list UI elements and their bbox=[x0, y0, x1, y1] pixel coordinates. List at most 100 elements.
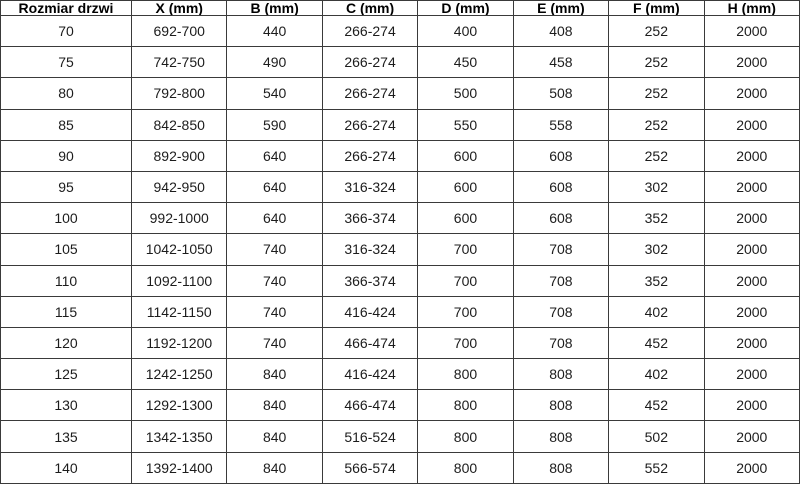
table-row: 125 1242-1250 840 416-424 800 808 402 2000 bbox=[0, 358, 800, 391]
table-cell: 125 bbox=[0, 358, 132, 391]
table-cell: 1392-1400 bbox=[130, 451, 228, 484]
table-cell: 992-1000 bbox=[130, 202, 228, 235]
table-cell: 316-324 bbox=[321, 233, 419, 266]
table-cell: 266-274 bbox=[321, 139, 419, 172]
table-cell: 1192-1200 bbox=[130, 326, 228, 360]
table-cell: 700 bbox=[417, 295, 514, 328]
table-cell: 742-750 bbox=[130, 46, 228, 79]
table-cell: 366-374 bbox=[321, 202, 419, 235]
table-cell: 416-424 bbox=[321, 358, 419, 391]
table-cell: 1342-1350 bbox=[130, 420, 228, 453]
table-cell: 840 bbox=[226, 451, 323, 484]
table-cell: 466-474 bbox=[321, 389, 419, 422]
table-cell: 740 bbox=[226, 326, 323, 360]
table-cell: 516-524 bbox=[321, 420, 419, 453]
table-cell: 452 bbox=[608, 326, 705, 360]
table-cell: 2000 bbox=[703, 420, 800, 453]
column-header-x-mm: X (mm) bbox=[130, 0, 228, 16]
column-header-c-mm: C (mm) bbox=[321, 0, 419, 16]
table-row: 140 1392-1400 840 566-574 800 808 552 2000 bbox=[0, 451, 800, 484]
table-cell: 352 bbox=[608, 264, 705, 297]
table-cell: 808 bbox=[512, 451, 610, 484]
table-cell: 400 bbox=[417, 14, 514, 48]
table-cell: 708 bbox=[512, 233, 610, 266]
table-cell: 2000 bbox=[703, 295, 800, 328]
table-cell: 408 bbox=[512, 14, 610, 48]
table-cell: 640 bbox=[226, 170, 323, 204]
table-row: 95 942-950 640 316-324 600 608 302 2000 bbox=[0, 170, 800, 204]
table-cell: 600 bbox=[417, 139, 514, 172]
table-cell: 800 bbox=[417, 389, 514, 422]
table-cell: 800 bbox=[417, 358, 514, 391]
table-cell: 252 bbox=[608, 14, 705, 48]
table-cell: 640 bbox=[226, 202, 323, 235]
column-header-d-mm: D (mm) bbox=[417, 0, 514, 16]
table-cell: 708 bbox=[512, 295, 610, 328]
table-row: 80 792-800 540 266-274 500 508 252 2000 bbox=[0, 77, 800, 110]
table-cell: 115 bbox=[0, 295, 132, 328]
table-cell: 640 bbox=[226, 139, 323, 172]
table-cell: 85 bbox=[0, 108, 132, 141]
table-cell: 2000 bbox=[703, 108, 800, 141]
table-row: 90 892-900 640 266-274 600 608 252 2000 bbox=[0, 139, 800, 172]
table-cell: 540 bbox=[226, 77, 323, 110]
table-cell: 508 bbox=[512, 77, 610, 110]
table-cell: 2000 bbox=[703, 233, 800, 266]
table-row: 75 742-750 490 266-274 450 458 252 2000 bbox=[0, 46, 800, 79]
table-cell: 440 bbox=[226, 14, 323, 48]
table-cell: 266-274 bbox=[321, 14, 419, 48]
table-cell: 70 bbox=[0, 14, 132, 48]
table-cell: 490 bbox=[226, 46, 323, 79]
table-cell: 708 bbox=[512, 264, 610, 297]
table-cell: 808 bbox=[512, 420, 610, 453]
table-cell: 450 bbox=[417, 46, 514, 79]
column-header-e-mm: E (mm) bbox=[512, 0, 610, 16]
table-cell: 302 bbox=[608, 233, 705, 266]
table-cell: 110 bbox=[0, 264, 132, 297]
table-row: 70 692-700 440 266-274 400 408 252 2000 bbox=[0, 14, 800, 48]
header-row: Rozmiar drzwi X (mm) B (mm) C (mm) D (mm) E (… bbox=[0, 0, 800, 16]
table-cell: 792-800 bbox=[130, 77, 228, 110]
table-cell: 2000 bbox=[703, 358, 800, 391]
table-row: 135 1342-1350 840 516-524 800 808 502 2000 bbox=[0, 420, 800, 453]
table-cell: 266-274 bbox=[321, 108, 419, 141]
table-cell: 252 bbox=[608, 46, 705, 79]
column-header-rozmiar-drzwi: Rozmiar drzwi bbox=[0, 0, 132, 16]
table-cell: 1042-1050 bbox=[130, 233, 228, 266]
table-cell: 842-850 bbox=[130, 108, 228, 141]
table-cell: 2000 bbox=[703, 46, 800, 79]
table-cell: 266-274 bbox=[321, 46, 419, 79]
table-cell: 550 bbox=[417, 108, 514, 141]
table-cell: 2000 bbox=[703, 77, 800, 110]
table-cell: 708 bbox=[512, 326, 610, 360]
table-cell: 892-900 bbox=[130, 139, 228, 172]
table-cell: 130 bbox=[0, 389, 132, 422]
table-cell: 692-700 bbox=[130, 14, 228, 48]
table-cell: 600 bbox=[417, 202, 514, 235]
table-cell: 452 bbox=[608, 389, 705, 422]
table-cell: 2000 bbox=[703, 451, 800, 484]
table-cell: 2000 bbox=[703, 14, 800, 48]
table-cell: 2000 bbox=[703, 389, 800, 422]
table-row: 85 842-850 590 266-274 550 558 252 2000 bbox=[0, 108, 800, 141]
table-cell: 1292-1300 bbox=[130, 389, 228, 422]
column-header-b-mm: B (mm) bbox=[226, 0, 323, 16]
table-row: 110 1092-1100 740 366-374 700 708 352 2000 bbox=[0, 264, 800, 297]
table-cell: 2000 bbox=[703, 170, 800, 204]
table-row: 120 1192-1200 740 466-474 700 708 452 2000 bbox=[0, 326, 800, 360]
table-cell: 316-324 bbox=[321, 170, 419, 204]
table-row: 130 1292-1300 840 466-474 800 808 452 2000 bbox=[0, 389, 800, 422]
table-cell: 808 bbox=[512, 389, 610, 422]
table-header: Rozmiar drzwi X (mm) B (mm) C (mm) D (mm) E (… bbox=[0, 0, 800, 16]
table-cell: 252 bbox=[608, 139, 705, 172]
table-cell: 840 bbox=[226, 358, 323, 391]
table-cell: 840 bbox=[226, 389, 323, 422]
table-body: 70 692-700 440 266-274 400 408 252 2000 75 742-75… bbox=[0, 14, 800, 484]
table-cell: 942-950 bbox=[130, 170, 228, 204]
table-cell: 552 bbox=[608, 451, 705, 484]
table-cell: 740 bbox=[226, 264, 323, 297]
table-cell: 558 bbox=[512, 108, 610, 141]
table-cell: 252 bbox=[608, 108, 705, 141]
table-row: 115 1142-1150 740 416-424 700 708 402 2000 bbox=[0, 295, 800, 328]
